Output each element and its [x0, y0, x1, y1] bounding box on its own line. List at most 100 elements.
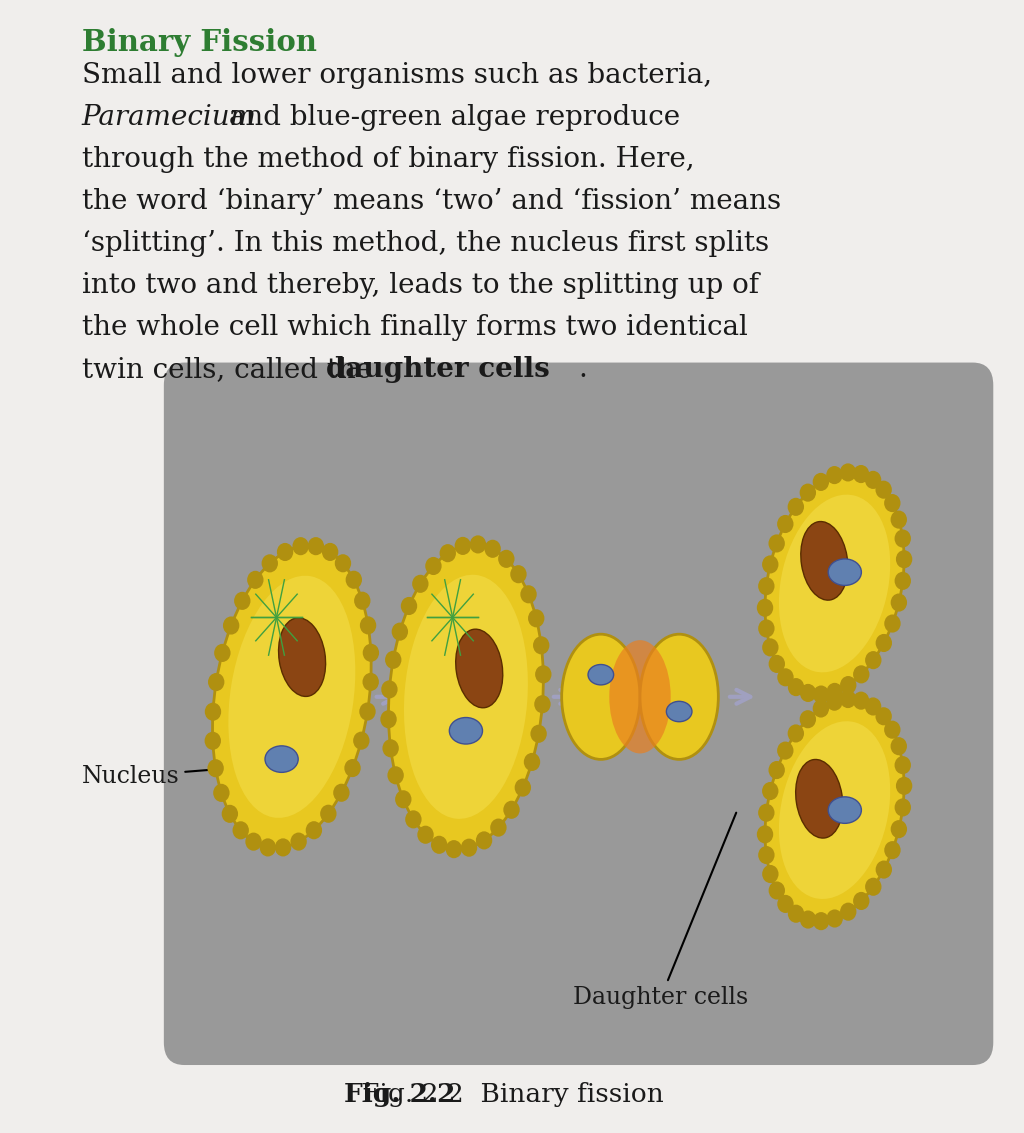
Ellipse shape [828, 796, 861, 824]
Circle shape [353, 732, 370, 750]
Circle shape [762, 555, 778, 573]
Ellipse shape [403, 574, 528, 819]
Circle shape [800, 710, 816, 729]
Circle shape [380, 710, 396, 729]
Ellipse shape [588, 664, 613, 684]
Circle shape [895, 799, 911, 817]
Circle shape [498, 550, 514, 568]
Circle shape [395, 790, 412, 808]
Circle shape [418, 826, 434, 844]
Text: Small and lower organisms such as bacteria,: Small and lower organisms such as bacter… [82, 62, 712, 90]
Circle shape [840, 676, 856, 695]
Circle shape [213, 784, 229, 802]
Circle shape [232, 821, 249, 840]
Text: into two and thereby, leads to the splitting up of: into two and thereby, leads to the split… [82, 272, 759, 299]
Text: Nucleus: Nucleus [82, 765, 271, 787]
Circle shape [762, 782, 778, 800]
Circle shape [813, 699, 829, 717]
Text: twin cells, called the: twin cells, called the [82, 356, 381, 383]
Circle shape [769, 881, 785, 900]
Circle shape [853, 892, 869, 910]
Ellipse shape [779, 722, 890, 898]
Text: and blue-green algae reproduce: and blue-green algae reproduce [220, 104, 680, 131]
Ellipse shape [828, 559, 861, 586]
Text: through the method of binary fission. Here,: through the method of binary fission. He… [82, 146, 694, 173]
Circle shape [534, 637, 550, 655]
Circle shape [787, 497, 804, 516]
Circle shape [896, 551, 912, 569]
Circle shape [276, 543, 293, 561]
Text: .: . [579, 356, 588, 383]
Circle shape [758, 803, 774, 821]
Circle shape [412, 574, 428, 593]
Circle shape [758, 846, 774, 864]
Circle shape [800, 684, 816, 702]
Circle shape [865, 878, 882, 896]
Circle shape [895, 529, 911, 547]
Ellipse shape [279, 617, 326, 697]
Circle shape [214, 644, 230, 662]
Text: the whole cell which finally forms two identical: the whole cell which finally forms two i… [82, 314, 748, 341]
Text: the word ‘binary’ means ‘two’ and ‘fission’ means: the word ‘binary’ means ‘two’ and ‘fissi… [82, 188, 781, 215]
Text: Daughter cells: Daughter cells [573, 812, 749, 1008]
Circle shape [484, 539, 501, 557]
Ellipse shape [213, 545, 371, 849]
Circle shape [425, 557, 441, 576]
Circle shape [535, 696, 551, 714]
Circle shape [520, 586, 537, 604]
Circle shape [762, 864, 778, 883]
Circle shape [777, 741, 794, 759]
Circle shape [876, 861, 892, 879]
Circle shape [362, 644, 379, 662]
Circle shape [891, 820, 907, 838]
Text: ‘splitting’. In this method, the nucleus first splits: ‘splitting’. In this method, the nucleus… [82, 230, 769, 257]
Circle shape [344, 759, 360, 777]
Circle shape [769, 655, 785, 673]
Circle shape [291, 833, 307, 851]
Circle shape [826, 683, 843, 701]
Circle shape [826, 692, 843, 710]
Circle shape [762, 638, 778, 656]
Ellipse shape [228, 576, 355, 818]
Circle shape [777, 668, 794, 687]
Circle shape [461, 838, 477, 857]
Ellipse shape [796, 759, 843, 838]
Circle shape [387, 766, 403, 784]
Circle shape [293, 537, 309, 555]
Circle shape [307, 537, 324, 555]
Circle shape [400, 597, 417, 615]
Circle shape [840, 463, 856, 482]
Circle shape [800, 911, 816, 929]
Text: Paramecium: Paramecium [82, 104, 257, 131]
Circle shape [382, 739, 398, 757]
Circle shape [865, 651, 882, 670]
Circle shape [891, 594, 907, 612]
Circle shape [524, 753, 541, 772]
Circle shape [884, 721, 900, 739]
Circle shape [768, 761, 784, 780]
Circle shape [247, 571, 263, 589]
Circle shape [246, 833, 262, 851]
Circle shape [840, 903, 856, 921]
Circle shape [787, 904, 804, 922]
Circle shape [813, 472, 829, 491]
Circle shape [757, 825, 773, 843]
Ellipse shape [779, 495, 890, 672]
Circle shape [208, 673, 224, 691]
Text: daughter cells: daughter cells [326, 356, 550, 383]
Circle shape [895, 572, 911, 590]
Circle shape [853, 465, 869, 483]
Circle shape [205, 702, 221, 721]
Ellipse shape [561, 634, 640, 759]
Circle shape [895, 756, 911, 774]
Circle shape [261, 554, 278, 572]
Circle shape [826, 466, 843, 484]
Circle shape [208, 759, 224, 777]
Circle shape [362, 673, 379, 691]
Circle shape [896, 777, 912, 795]
Ellipse shape [801, 521, 848, 600]
Ellipse shape [765, 699, 904, 921]
Circle shape [768, 535, 784, 553]
Circle shape [891, 738, 907, 756]
Ellipse shape [609, 640, 671, 753]
